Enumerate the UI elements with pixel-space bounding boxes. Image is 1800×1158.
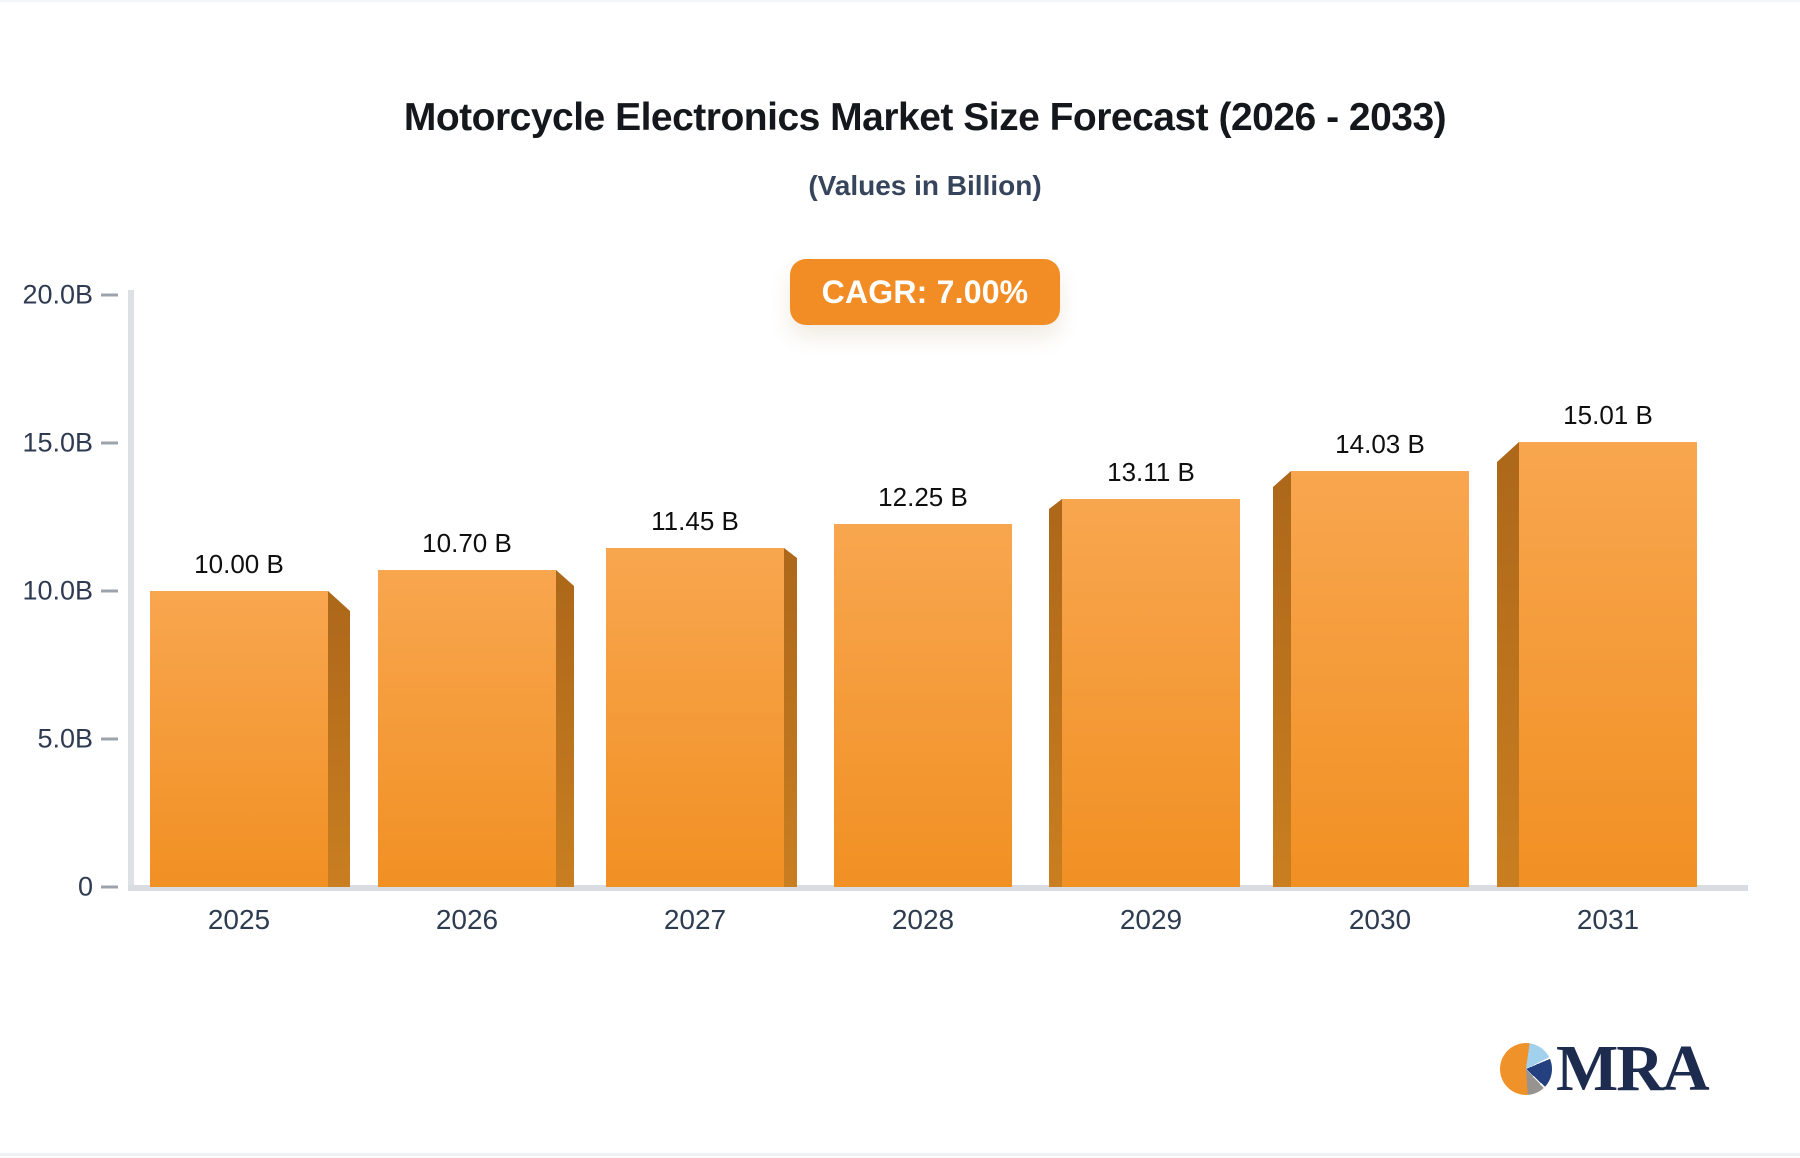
bar-3d-side [328, 591, 350, 887]
bar-value-label: 10.70 B [422, 528, 512, 558]
y-tick-label: 5.0B [37, 723, 93, 754]
chart-subtitle: (Values in Billion) [808, 170, 1042, 201]
x-axis-category-label: 2029 [1119, 904, 1183, 935]
bar-2029 [1062, 499, 1240, 887]
bar-value-label: 15.01 B [1563, 400, 1653, 430]
bar-3d-side [556, 570, 574, 887]
bar-3d-side [1273, 471, 1291, 887]
brand-name: MRA [1556, 1032, 1710, 1105]
bar-value-label: 12.25 B [878, 482, 968, 512]
x-axis-category-label: 2030 [1348, 904, 1412, 935]
bar-3d-side [784, 548, 797, 887]
y-tick-mark [101, 293, 118, 297]
bar-3d-side [1497, 442, 1519, 887]
cagr-badge: CAGR: 7.00% [790, 259, 1060, 325]
cagr-badge-label: CAGR: 7.00% [821, 273, 1029, 310]
y-axis-line [128, 290, 134, 891]
brand-logo: MRA [1500, 1032, 1710, 1105]
y-tick-mark [101, 737, 118, 741]
x-axis-category-label: 2027 [663, 904, 727, 935]
y-tick-label: 20.0B [22, 279, 93, 310]
y-tick-mark [101, 885, 118, 889]
chart-title: Motorcycle Electronics Market Size Forec… [403, 96, 1447, 139]
bar-value-label: 11.45 B [651, 506, 739, 536]
pie-chart-logo-icon [1500, 1043, 1552, 1095]
y-tick-label: 15.0B [22, 427, 93, 458]
bar-value-label: 10.00 B [194, 549, 284, 579]
bar-2025 [150, 591, 328, 887]
bar-2031 [1519, 442, 1697, 887]
y-tick-mark [101, 589, 118, 593]
bar-value-label: 13.11 B [1107, 457, 1195, 487]
x-axis-category-label: 2026 [435, 904, 499, 935]
x-axis-category-label: 2025 [207, 904, 271, 935]
y-tick-label: 10.0B [22, 575, 93, 606]
bar-2027 [606, 548, 784, 887]
x-axis-category-label: 2031 [1576, 904, 1640, 935]
bar-2028 [834, 524, 1012, 887]
bar-2026 [378, 570, 556, 887]
bar-3d-side [1049, 499, 1062, 887]
y-tick-label: 0 [77, 871, 93, 902]
bar-value-label: 14.03 B [1335, 429, 1425, 459]
x-axis-category-label: 2028 [891, 904, 955, 935]
x-axis-baseline [128, 885, 1748, 891]
y-tick-mark [101, 441, 118, 445]
bar-2030 [1291, 471, 1469, 887]
